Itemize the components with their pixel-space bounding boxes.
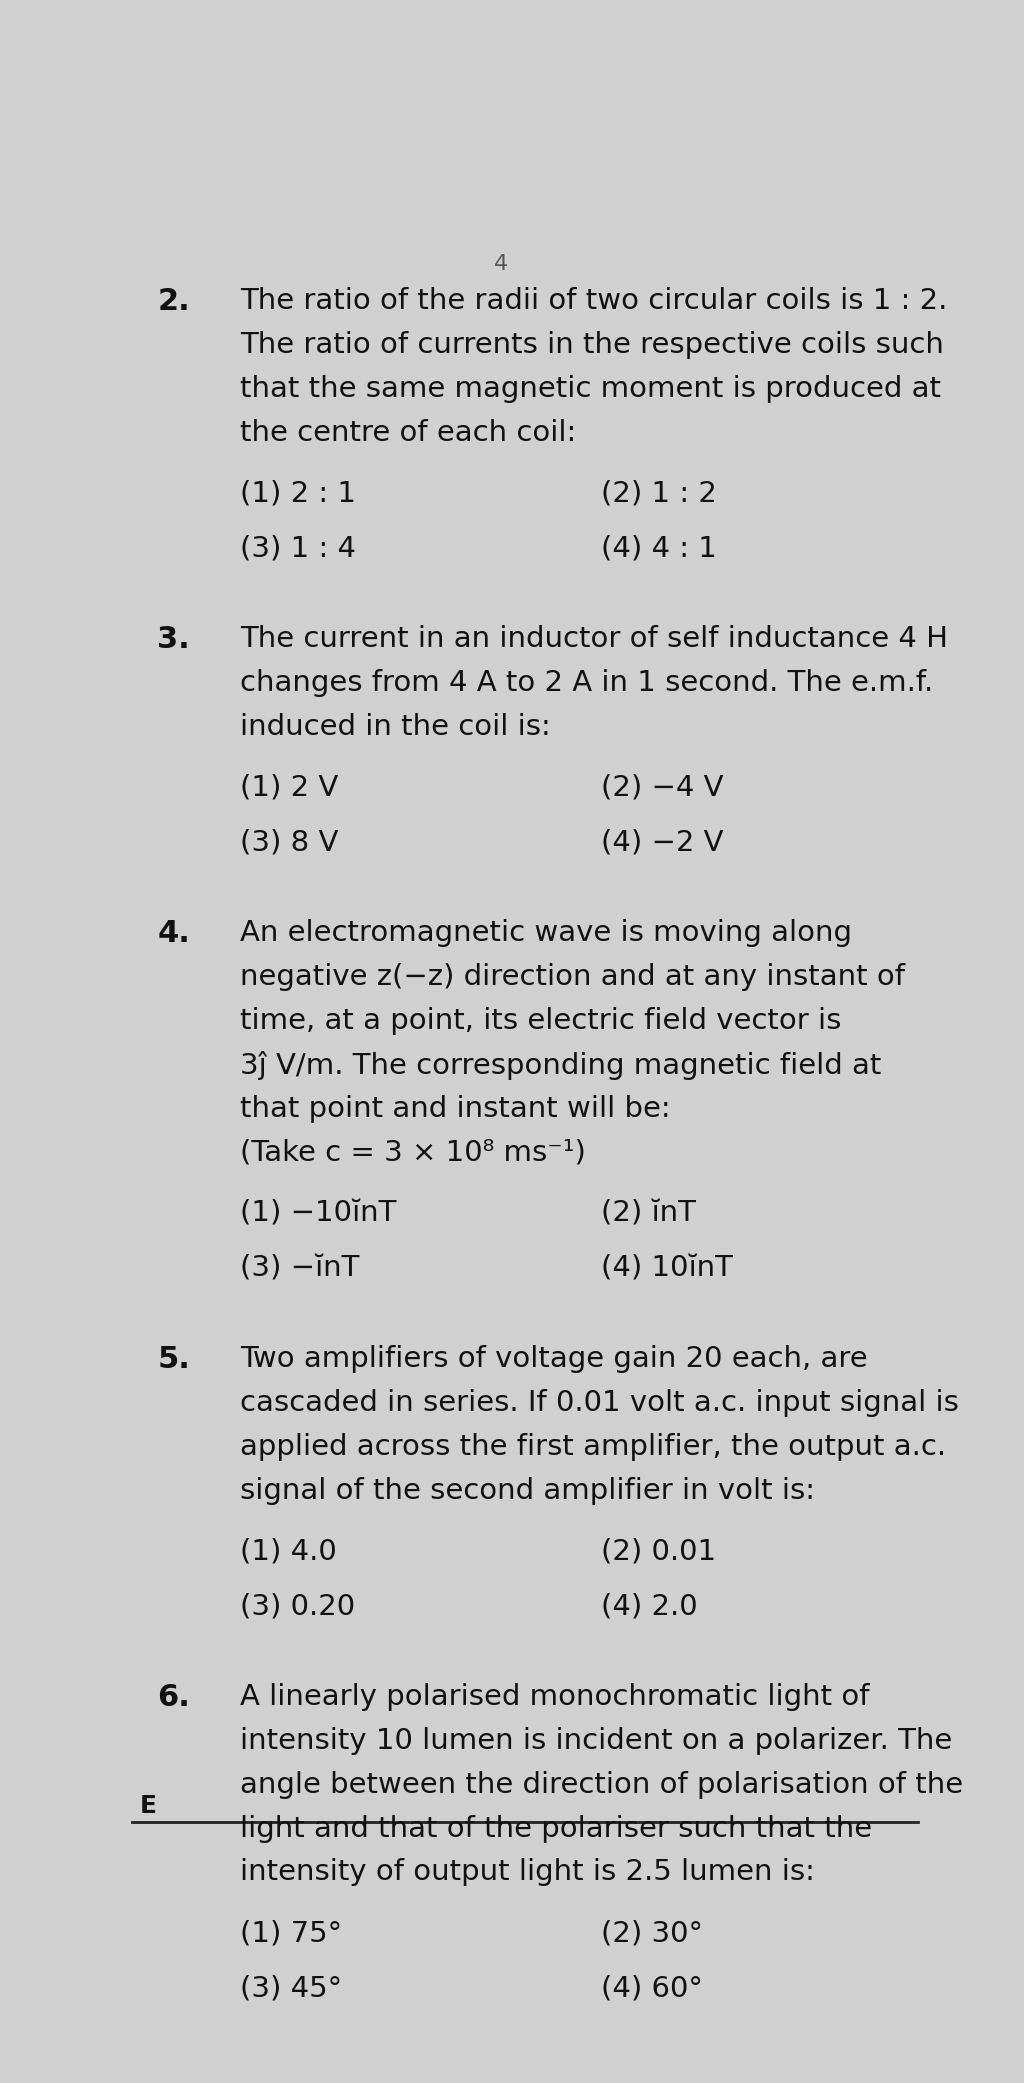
Text: (1) 4.0: (1) 4.0: [241, 1537, 337, 1566]
Text: (4) 60°: (4) 60°: [601, 1975, 702, 2002]
Text: intensity 10 lumen is incident on a polarizer. The: intensity 10 lumen is incident on a pola…: [241, 1727, 952, 1754]
Text: 3.: 3.: [158, 625, 190, 654]
Text: (1) 2 V: (1) 2 V: [241, 773, 339, 802]
Text: (2) 30°: (2) 30°: [601, 1918, 702, 1948]
Text: (3) 1 : 4: (3) 1 : 4: [241, 535, 356, 562]
Text: cascaded in series. If 0.01 volt a.c. input signal is: cascaded in series. If 0.01 volt a.c. in…: [241, 1389, 959, 1416]
Text: (2) ĭnT: (2) ĭnT: [601, 1200, 695, 1227]
Text: (4) 4 : 1: (4) 4 : 1: [601, 535, 717, 562]
Text: intensity of output light is 2.5 lumen is:: intensity of output light is 2.5 lumen i…: [241, 1858, 815, 1887]
Text: (3) −ĭnT: (3) −ĭnT: [241, 1254, 359, 1283]
Text: light and that of the polariser such that the: light and that of the polariser such tha…: [241, 1814, 872, 1843]
Text: that point and instant will be:: that point and instant will be:: [241, 1096, 671, 1123]
Text: (1) −10ĭnT: (1) −10ĭnT: [241, 1200, 396, 1227]
Text: 2.: 2.: [158, 287, 190, 317]
Text: (3) 8 V: (3) 8 V: [241, 829, 339, 856]
Text: the centre of each coil:: the centre of each coil:: [241, 419, 577, 446]
Text: (4) 10ĭnT: (4) 10ĭnT: [601, 1254, 732, 1283]
Text: (Take c = 3 × 10⁸ ms⁻¹): (Take c = 3 × 10⁸ ms⁻¹): [241, 1139, 587, 1166]
Text: (3) 45°: (3) 45°: [241, 1975, 342, 2002]
Text: (1) 2 : 1: (1) 2 : 1: [241, 479, 356, 508]
Text: (1) 75°: (1) 75°: [241, 1918, 342, 1948]
Text: 4.: 4.: [158, 919, 190, 948]
Text: The ratio of the radii of two circular coils is 1 : 2.: The ratio of the radii of two circular c…: [241, 287, 948, 315]
Text: E: E: [139, 1793, 157, 1818]
Text: (2) 0.01: (2) 0.01: [601, 1537, 716, 1566]
Text: 6.: 6.: [158, 1683, 190, 1712]
Text: A linearly polarised monochromatic light of: A linearly polarised monochromatic light…: [241, 1683, 869, 1710]
Text: The ratio of currents in the respective coils such: The ratio of currents in the respective …: [241, 331, 944, 358]
Text: changes from 4 A to 2 A in 1 second. The e.m.f.: changes from 4 A to 2 A in 1 second. The…: [241, 669, 934, 698]
Text: 4: 4: [494, 254, 508, 273]
Text: time, at a point, its electric field vector is: time, at a point, its electric field vec…: [241, 1006, 842, 1035]
Text: 3ĵ V/m. The corresponding magnetic field at: 3ĵ V/m. The corresponding magnetic field…: [241, 1050, 882, 1079]
Text: Two amplifiers of voltage gain 20 each, are: Two amplifiers of voltage gain 20 each, …: [241, 1346, 868, 1373]
Text: (2) −4 V: (2) −4 V: [601, 773, 723, 802]
Text: signal of the second amplifier in volt is:: signal of the second amplifier in volt i…: [241, 1477, 815, 1504]
Text: (2) 1 : 2: (2) 1 : 2: [601, 479, 717, 508]
Text: An electromagnetic wave is moving along: An electromagnetic wave is moving along: [241, 919, 852, 948]
Text: (3) 0.20: (3) 0.20: [241, 1593, 355, 1621]
Text: (4) 2.0: (4) 2.0: [601, 1593, 697, 1621]
Text: that the same magnetic moment is produced at: that the same magnetic moment is produce…: [241, 375, 941, 402]
Text: angle between the direction of polarisation of the: angle between the direction of polarisat…: [241, 1771, 964, 1800]
Text: 5.: 5.: [158, 1346, 190, 1375]
Text: (4) −2 V: (4) −2 V: [601, 829, 723, 856]
Text: induced in the coil is:: induced in the coil is:: [241, 712, 551, 742]
Text: applied across the first amplifier, the output a.c.: applied across the first amplifier, the …: [241, 1433, 946, 1460]
Text: negative z(−z) direction and at any instant of: negative z(−z) direction and at any inst…: [241, 962, 905, 992]
Text: The current in an inductor of self inductance 4 H: The current in an inductor of self induc…: [241, 625, 948, 652]
